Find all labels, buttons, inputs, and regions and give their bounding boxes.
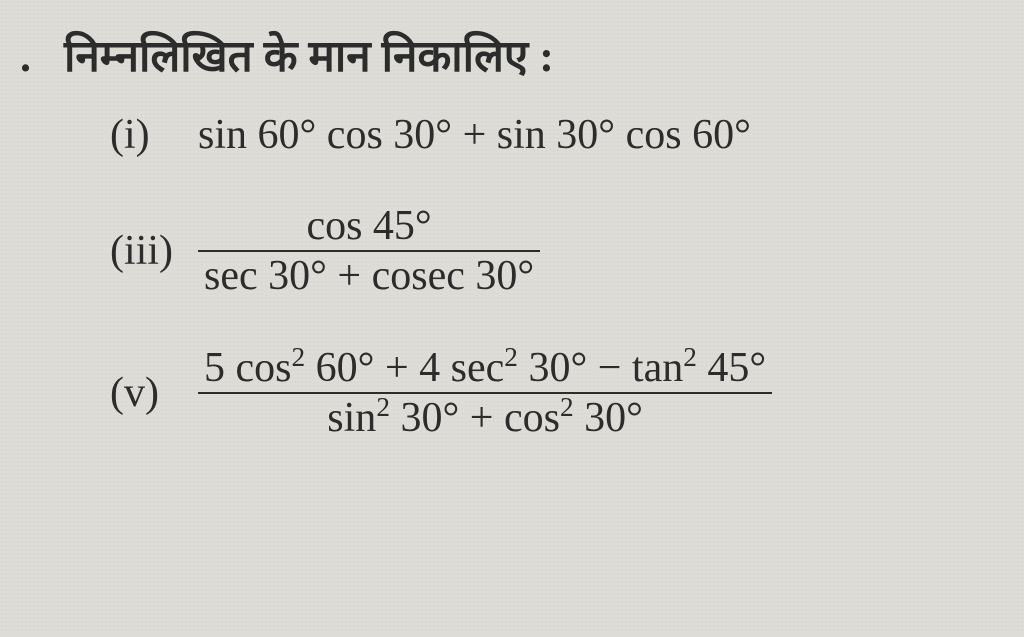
item-v: (v) 5 cos2 60° + 4 sec2 30° − tan2 45° s…: [110, 344, 1004, 442]
fraction: cos 45° sec 30° + cosec 30°: [198, 202, 540, 300]
item-expression: cos 45° sec 30° + cosec 30°: [198, 202, 540, 300]
fraction-denominator: sec 30° + cosec 30°: [198, 252, 540, 300]
fraction-denominator: sin2 30° + cos2 30°: [321, 394, 649, 442]
fraction-numerator: 5 cos2 60° + 4 sec2 30° − tan2 45°: [198, 344, 772, 392]
page: . निम्नलिखित के मान निकालिए : (i) sin 60…: [0, 0, 1024, 637]
item-i: (i) sin 60° cos 30° + sin 30° cos 60°: [110, 112, 1004, 158]
item-expression: 5 cos2 60° + 4 sec2 30° − tan2 45° sin2 …: [198, 344, 772, 442]
fraction: 5 cos2 60° + 4 sec2 30° − tan2 45° sin2 …: [198, 344, 772, 442]
item-iii: (iii) cos 45° sec 30° + cosec 30°: [110, 202, 1004, 300]
item-label: (iii): [110, 228, 198, 274]
question-number-dot: .: [20, 31, 46, 82]
items-container: (i) sin 60° cos 30° + sin 30° cos 60° (i…: [110, 112, 1004, 443]
question-heading-text: निम्नलिखित के मान निकालिए :: [64, 24, 554, 84]
item-label: (v): [110, 370, 198, 416]
question-heading: . निम्नलिखित के मान निकालिए :: [20, 24, 1004, 84]
item-expression: sin 60° cos 30° + sin 30° cos 60°: [198, 112, 751, 158]
item-label: (i): [110, 112, 198, 158]
fraction-numerator: cos 45°: [300, 202, 437, 250]
